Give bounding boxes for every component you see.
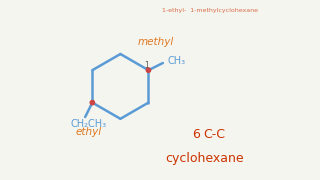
Text: 1-ethyl-  1-methylcyclohexane: 1-ethyl- 1-methylcyclohexane — [163, 8, 259, 13]
Circle shape — [90, 100, 94, 105]
Text: cyclohexane: cyclohexane — [166, 152, 244, 165]
Text: CH₂CH₃: CH₂CH₃ — [71, 119, 107, 129]
Text: ethyl: ethyl — [76, 127, 102, 137]
Text: CH₃: CH₃ — [167, 56, 186, 66]
Text: 1: 1 — [144, 61, 149, 70]
Text: C-C: C-C — [203, 129, 225, 141]
Circle shape — [146, 68, 151, 72]
Text: methyl: methyl — [138, 37, 174, 47]
Text: 6: 6 — [192, 129, 200, 141]
